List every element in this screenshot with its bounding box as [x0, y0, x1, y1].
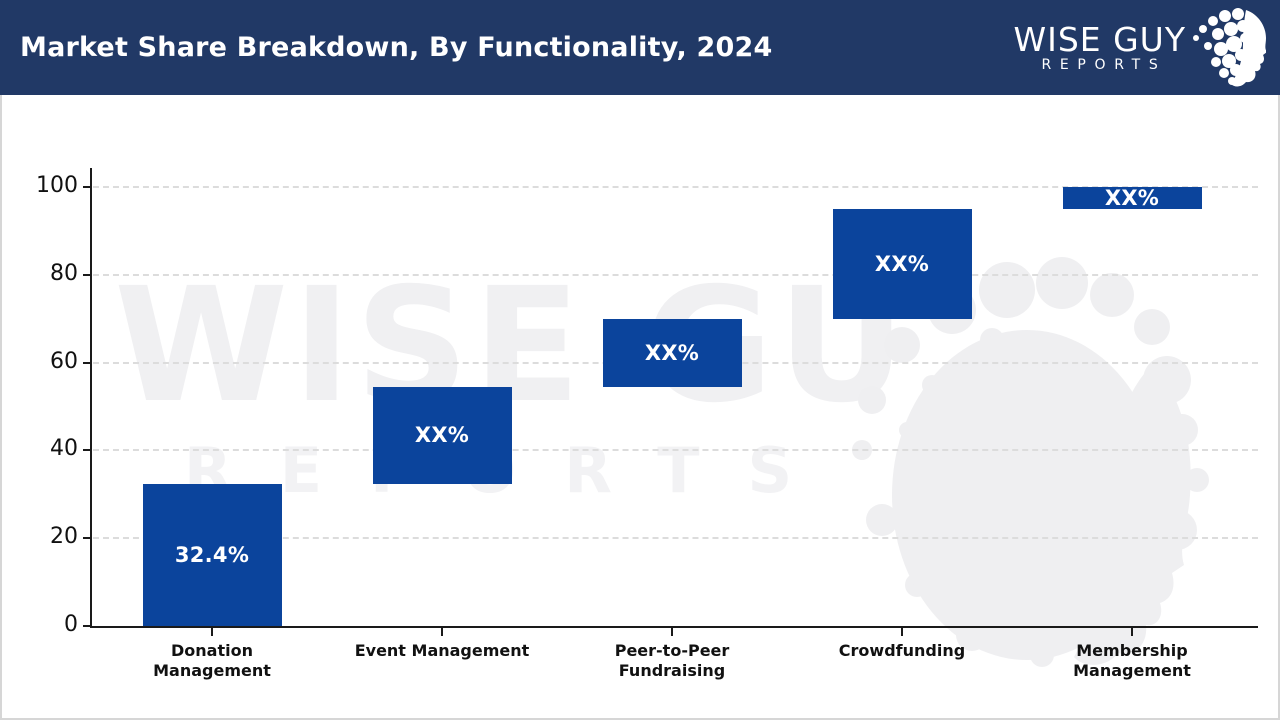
bar-segment: XX% — [602, 318, 742, 388]
y-tick-label: 20 — [50, 524, 78, 550]
x-tick-mark — [671, 628, 673, 636]
watermark-wordmark: WISE GU — [114, 254, 910, 438]
bar-segment: XX% — [832, 208, 972, 319]
y-tick-label: 100 — [36, 173, 78, 198]
bar-segment: XX% — [1062, 185, 1202, 210]
bar-value-label: XX% — [644, 340, 700, 365]
logo-wordmark: WISE GUY — [1013, 20, 1186, 60]
category-label: Membership Management — [1073, 641, 1191, 681]
watermark-head-icon — [852, 257, 1209, 667]
x-axis-spine — [90, 626, 1258, 628]
category-label: Event Management — [354, 641, 530, 660]
category-label: Donation Management — [153, 641, 271, 681]
bar-value-label: XX% — [1104, 185, 1160, 210]
y-tick-label: 60 — [50, 348, 78, 374]
x-tick-mark — [1131, 628, 1133, 636]
bar-segment: XX% — [372, 387, 512, 484]
y-tick-mark — [83, 273, 91, 276]
header-bar: Market Share Breakdown, By Functionality… — [0, 0, 1280, 95]
y-tick-mark — [83, 186, 91, 188]
logo-head-icon — [1193, 7, 1266, 86]
logo-text: WISE GUY REPORTS — [1013, 23, 1186, 72]
bar-value-label: XX% — [874, 251, 930, 276]
y-tick-mark — [83, 449, 91, 452]
bar-segment: 32.4% — [142, 483, 282, 626]
gridline-40 — [93, 449, 1258, 452]
y-tick-label: 0 — [64, 612, 78, 637]
y-tick-mark — [83, 625, 91, 627]
gridline-20 — [93, 537, 1258, 540]
category-label: Peer-to-Peer Fundraising — [614, 641, 730, 681]
bar-value-label: XX% — [414, 423, 470, 448]
chart-canvas: WISE GU REPORTS 0 20 40 60 80 100 3 — [0, 95, 1280, 720]
gridline-80 — [93, 273, 1258, 276]
y-tick-label: 80 — [50, 260, 78, 286]
category-label: Crowdfunding — [838, 641, 966, 660]
x-tick-mark — [211, 628, 213, 636]
bar-value-label: 32.4% — [174, 542, 250, 567]
y-tick-label: 40 — [50, 436, 78, 462]
page-title: Market Share Breakdown, By Functionality… — [20, 32, 773, 63]
wise-guy-logo: WISE GUY REPORTS — [1013, 6, 1266, 90]
logo-subtitle: REPORTS — [1041, 56, 1167, 73]
y-tick-mark — [83, 537, 91, 540]
x-tick-mark — [901, 628, 903, 636]
x-tick-mark — [441, 628, 443, 636]
y-axis-spine — [90, 168, 92, 628]
y-tick-mark — [83, 361, 91, 364]
plot-area: WISE GU REPORTS 0 20 40 60 80 100 3 — [2, 95, 1278, 718]
gridline-100 — [93, 186, 1258, 188]
